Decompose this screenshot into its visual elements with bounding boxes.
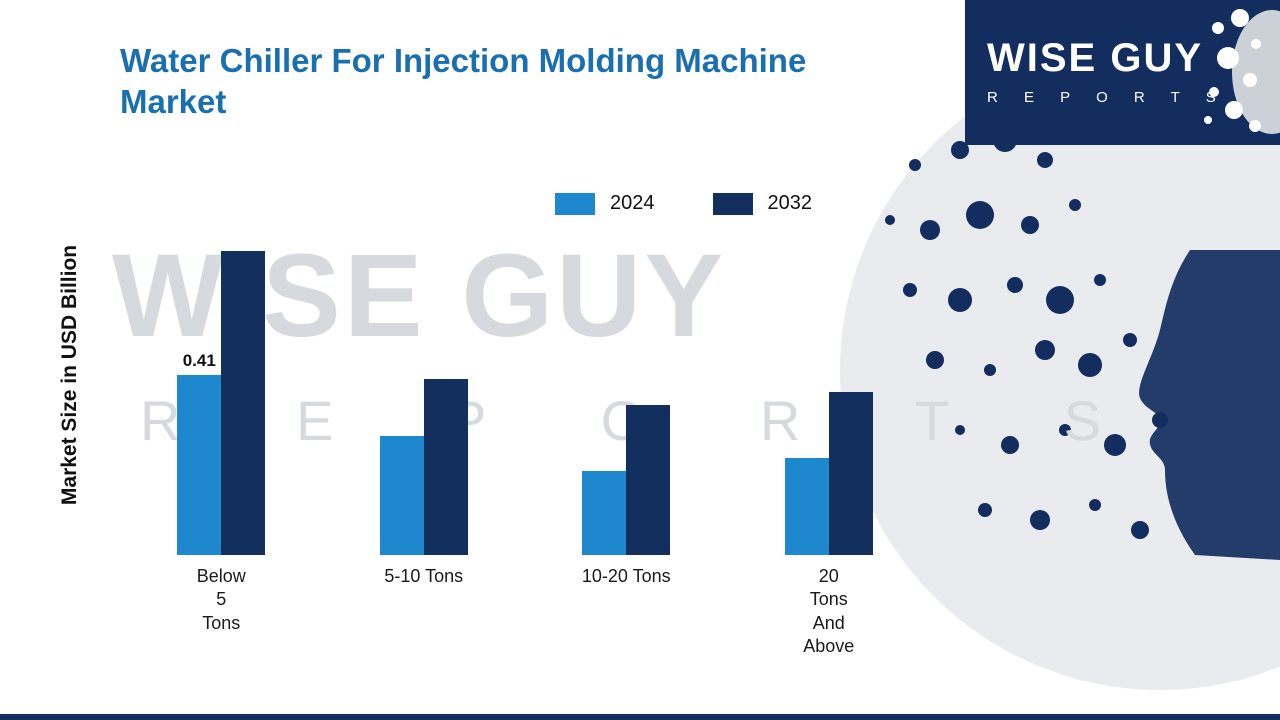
bars-3 xyxy=(784,392,873,555)
bottom-accent-bar xyxy=(0,714,1280,720)
bar-group-1: 5-10 Tons xyxy=(323,160,526,690)
bar-2032-cat3 xyxy=(828,392,873,555)
legend-swatch-2032 xyxy=(712,192,753,215)
y-axis-label: Market Size in USD Billion xyxy=(58,244,81,506)
category-label-3: 20 Tons And Above xyxy=(803,566,855,657)
category-label-2: 10-20 Tons xyxy=(581,566,671,586)
bar-2024-cat3 xyxy=(784,458,829,555)
logo-head-icon xyxy=(1204,9,1280,134)
legend-item-2032: 2032 xyxy=(712,192,813,215)
brand-logo-text: WISE GUY R E P O R T S xyxy=(987,36,1227,106)
bars-0: 0.41 xyxy=(177,251,266,555)
bars-1 xyxy=(379,379,468,555)
logo-subtitle: R E P O R T S xyxy=(987,89,1227,106)
bar-group-3: 20 Tons And Above xyxy=(728,160,931,690)
category-label-0: Below 5 Tons xyxy=(196,566,246,633)
bar-2024-cat2 xyxy=(582,471,627,555)
legend-label-2024: 2024 xyxy=(610,192,655,214)
category-label-1: 5-10 Tons xyxy=(384,566,464,586)
bar-2032-cat2 xyxy=(626,405,671,555)
legend-label-2032: 2032 xyxy=(767,192,813,214)
bar-value-label: 0.41 xyxy=(182,351,216,370)
page-title: Water Chiller For Injection Molding Mach… xyxy=(120,42,807,121)
bar-2024-cat1 xyxy=(379,436,424,555)
bar-2024-cat0: 0.41 xyxy=(177,351,222,555)
plot-area: 0.41 Below 5 Tons 5-10 Tons 10-20 Tons 20 To… xyxy=(120,160,930,690)
chart-legend: 2024 2032 xyxy=(555,192,812,215)
legend-swatch-2024 xyxy=(555,192,595,215)
bar-2032-cat0 xyxy=(221,251,266,555)
bar-group-2: 10-20 Tons xyxy=(525,160,728,690)
legend-item-2024: 2024 xyxy=(555,192,655,215)
logo-wordmark: WISE GUY xyxy=(987,36,1204,80)
bar-group-0: 0.41 Below 5 Tons xyxy=(120,160,323,690)
brand-logo-block: WISE GUY R E P O R T S xyxy=(965,0,1280,145)
bars-2 xyxy=(582,405,671,555)
bar-2032-cat1 xyxy=(423,379,468,555)
watermark-wordmark: WISE GUY xyxy=(112,230,727,362)
watermark-subtitle: R E P O R T S xyxy=(140,389,1152,452)
